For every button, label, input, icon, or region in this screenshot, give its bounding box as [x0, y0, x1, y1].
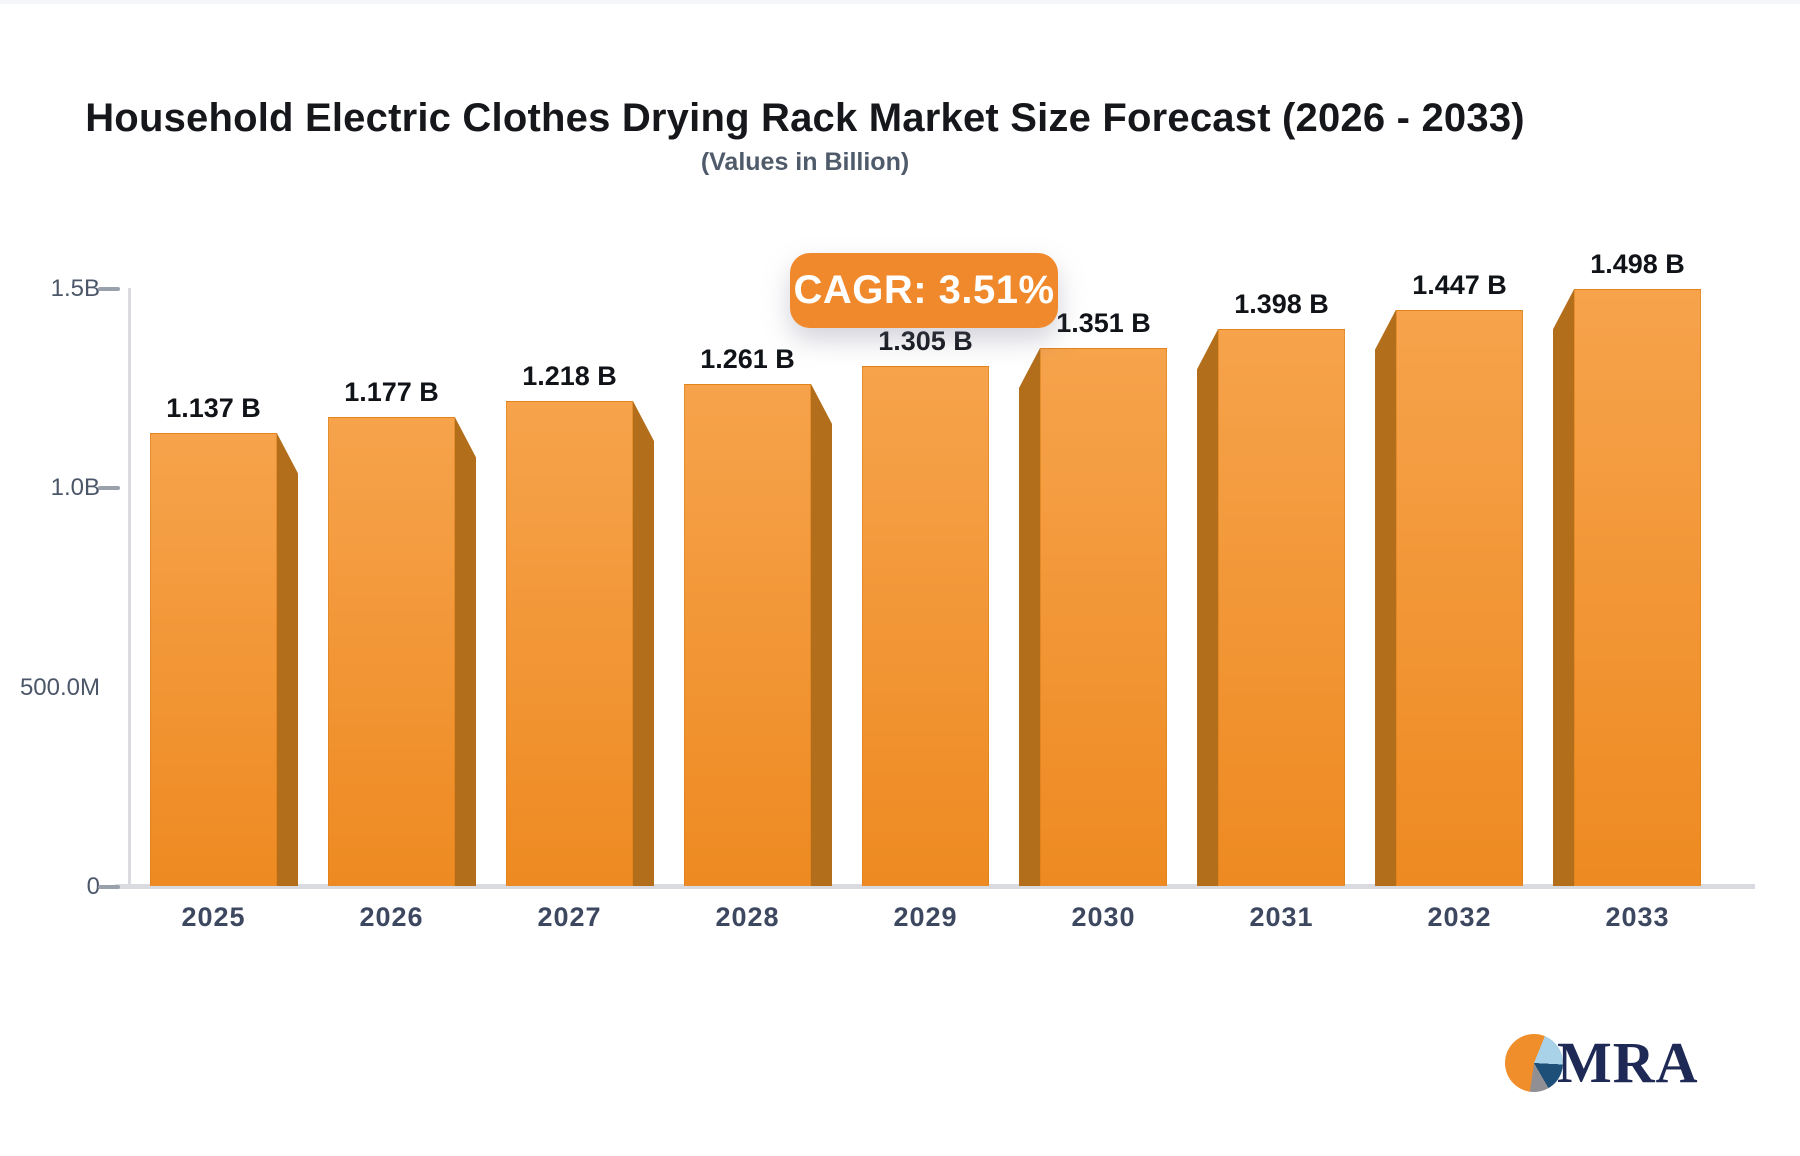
x-tick-label-2025: 2025 [181, 902, 246, 932]
bar-side-face [455, 417, 476, 886]
y-tick-label: 500.0M [19, 673, 100, 701]
bar-front-face [862, 366, 989, 886]
x-tick-label-2026: 2026 [359, 902, 424, 932]
bar-front-face [328, 417, 455, 886]
cagr-badge-label: CAGR: 3.51% [793, 268, 1055, 312]
x-axis-baseline [115, 884, 1755, 889]
y-tick-dash [98, 286, 120, 291]
bar-front-face [150, 433, 277, 886]
y-axis-line [128, 288, 131, 889]
pie-chart-logo-icon [1505, 1034, 1563, 1092]
x-tick-label-2028: 2028 [715, 902, 780, 932]
cagr-badge: CAGR: 3.51% [790, 253, 1058, 328]
y-tick-dash [98, 486, 120, 490]
bar-front-face [684, 383, 811, 886]
bar-side-face [1197, 329, 1218, 886]
bar-front-face [1574, 289, 1701, 886]
bar-front-face [1218, 329, 1345, 886]
bar-side-face [1019, 347, 1040, 886]
logo-text: MRA [1557, 1030, 1699, 1095]
bar-value-label: 1.351 B [1056, 307, 1151, 338]
x-tick-label-2031: 2031 [1249, 902, 1314, 932]
bar-side-face [811, 383, 832, 886]
y-tick-label: 1.0B [50, 474, 100, 501]
x-tick-label-2032: 2032 [1427, 902, 1492, 932]
bar-value-label: 1.498 B [1590, 249, 1685, 280]
bar-value-label: 1.305 B [878, 326, 973, 357]
chart-title: Household Electric Clothes Drying Rack M… [85, 96, 1525, 140]
bar-value-label: 1.447 B [1412, 269, 1507, 300]
y-tick-label: 0 [86, 873, 100, 900]
bar-value-label: 1.177 B [344, 377, 439, 408]
bar-side-face [277, 433, 298, 886]
x-tick-label-2027: 2027 [537, 902, 602, 932]
bar-front-face [1396, 309, 1523, 886]
y-tick-dash [98, 885, 120, 889]
chart-subtitle: (Values in Billion) [700, 148, 910, 176]
mra-logo: MRA [1505, 1034, 1699, 1092]
y-tick-label: 1.5B [50, 274, 100, 302]
bar-value-label: 1.398 B [1234, 289, 1329, 320]
bar-front-face [506, 401, 633, 886]
bar-side-face [633, 401, 654, 886]
bar-side-face [1375, 309, 1396, 886]
bar-side-face [1553, 289, 1574, 886]
x-tick-label-2033: 2033 [1605, 902, 1670, 932]
x-tick-label-2029: 2029 [893, 902, 958, 932]
x-tick-label-2030: 2030 [1071, 902, 1136, 932]
bar-value-label: 1.218 B [522, 361, 617, 392]
bar-front-face [1040, 347, 1167, 886]
bar-value-label: 1.137 B [166, 393, 261, 424]
page-top-border [0, 0, 1800, 4]
bar-value-label: 1.261 B [700, 343, 795, 374]
